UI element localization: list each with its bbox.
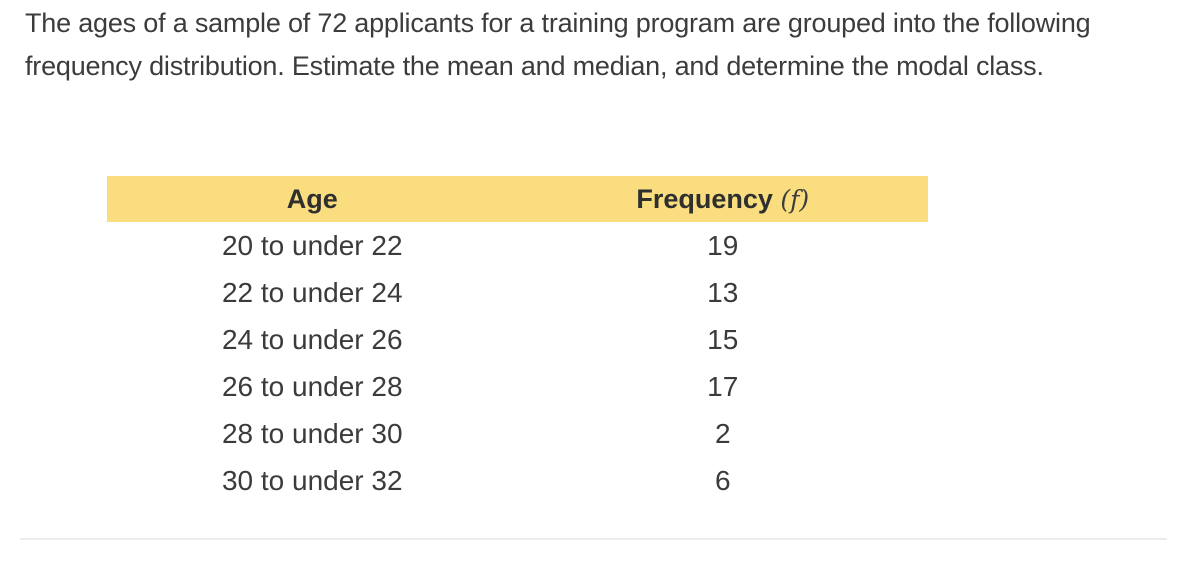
age-cell: 20 to under 22 (221, 229, 403, 261)
table-row: 30 to under 32 6 (107, 457, 928, 504)
frequency-cell: 13 (707, 276, 739, 308)
frequency-cell: 6 (714, 464, 731, 496)
table-row: 28 to under 30 2 (107, 410, 928, 457)
frequency-cell: 2 (714, 417, 731, 449)
table-row: 24 to under 26 15 (107, 316, 928, 363)
frequency-table: Age Frequency (f) 20 to under 22 19 22 t… (107, 176, 928, 504)
table-row: 26 to under 28 17 (107, 363, 928, 410)
table-row: 20 to under 22 19 (107, 222, 928, 269)
frequency-cell: 17 (707, 370, 739, 402)
age-cell: 24 to under 26 (221, 323, 403, 355)
table-header-row: Age Frequency (f) (107, 176, 928, 222)
problem-statement: The ages of a sample of 72 applicants fo… (25, 8, 1091, 81)
frequency-cell: 15 (707, 323, 739, 355)
age-column-header: Age (286, 183, 338, 214)
age-cell: 26 to under 28 (221, 370, 403, 402)
age-cell: 28 to under 30 (221, 417, 403, 449)
age-cell: 22 to under 24 (221, 276, 403, 308)
table-row: 22 to under 24 13 (107, 269, 928, 316)
frequency-cell: 19 (707, 229, 739, 261)
divider (20, 538, 1167, 540)
frequency-symbol: (f) (780, 184, 810, 214)
frequency-column-header: Frequency (f) (518, 184, 929, 215)
frequency-header-label: Frequency (636, 183, 773, 214)
age-cell: 30 to under 32 (221, 464, 403, 496)
